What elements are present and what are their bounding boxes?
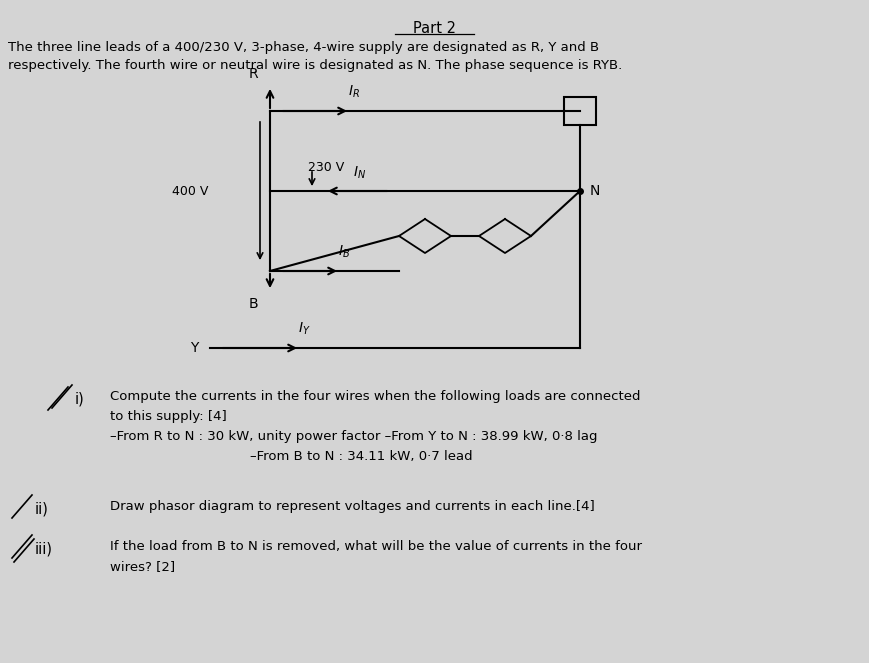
Text: i): i) xyxy=(75,391,85,406)
Text: $I_N$: $I_N$ xyxy=(354,164,367,181)
Text: $I_Y$: $I_Y$ xyxy=(298,321,311,337)
Text: Compute the currents in the four wires when the following loads are connected: Compute the currents in the four wires w… xyxy=(110,390,640,403)
Text: N: N xyxy=(590,184,600,198)
Text: $I_B$: $I_B$ xyxy=(338,243,350,260)
Text: B: B xyxy=(249,297,258,311)
Text: wires? [2]: wires? [2] xyxy=(110,560,176,573)
Text: If the load from B to N is removed, what will be the value of currents in the fo: If the load from B to N is removed, what… xyxy=(110,540,642,553)
Text: 230 V: 230 V xyxy=(308,160,344,174)
Text: iii): iii) xyxy=(35,541,53,556)
Text: to this supply: [4]: to this supply: [4] xyxy=(110,410,227,423)
Text: respectively. The fourth wire or neutral wire is designated as N. The phase sequ: respectively. The fourth wire or neutral… xyxy=(8,59,622,72)
Text: Part 2: Part 2 xyxy=(413,21,456,36)
Text: $I_R$: $I_R$ xyxy=(348,84,360,100)
Text: Y: Y xyxy=(189,341,198,355)
Polygon shape xyxy=(479,219,531,253)
Text: –From B to N : 34.11 kW, 0·7 lead: –From B to N : 34.11 kW, 0·7 lead xyxy=(250,450,473,463)
Text: ii): ii) xyxy=(35,501,49,516)
Text: 400 V: 400 V xyxy=(171,184,208,198)
Bar xyxy=(564,97,596,125)
Text: The three line leads of a 400/230 V, 3-phase, 4-wire supply are designated as R,: The three line leads of a 400/230 V, 3-p… xyxy=(8,41,599,54)
Text: Draw phasor diagram to represent voltages and currents in each line.[4]: Draw phasor diagram to represent voltage… xyxy=(110,500,594,513)
Text: –From R to N : 30 kW, unity power factor –From Y to N : 38.99 kW, 0·8 lag: –From R to N : 30 kW, unity power factor… xyxy=(110,430,598,443)
Text: R: R xyxy=(249,67,258,81)
Polygon shape xyxy=(399,219,451,253)
